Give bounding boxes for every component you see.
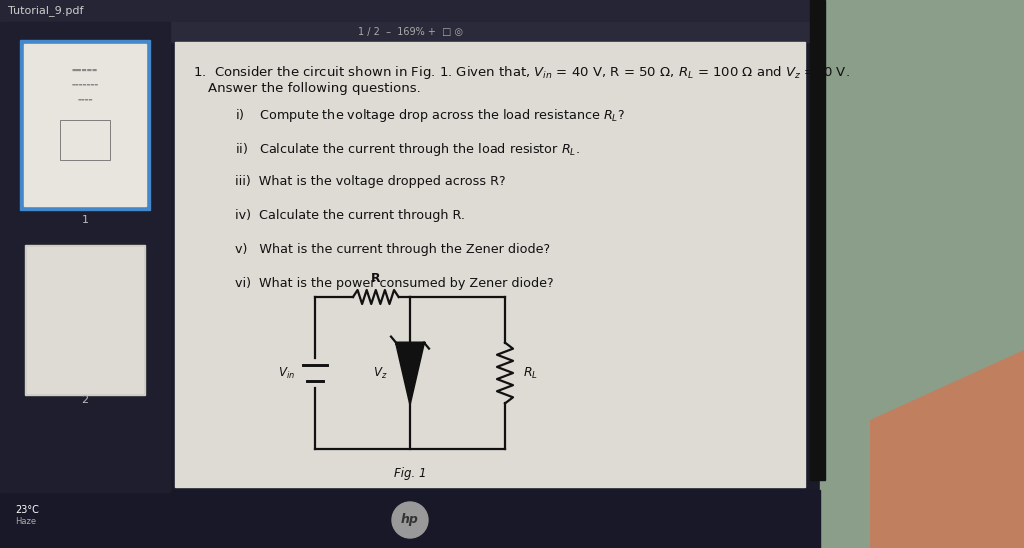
Polygon shape	[396, 342, 424, 403]
Text: 1.  Consider the circuit shown in Fig. 1. Given that, $V_{in}$ = 40 V, R = 50 Ω,: 1. Consider the circuit shown in Fig. 1.…	[193, 64, 850, 81]
Text: 1 / 2  –  169% +  □ ◎: 1 / 2 – 169% + □ ◎	[357, 27, 463, 37]
Text: $V_{in}$: $V_{in}$	[278, 366, 295, 380]
Bar	[0, 490, 820, 548]
Text: Haze: Haze	[15, 517, 36, 527]
Bar	[0, 22, 170, 492]
Text: Answer the following questions.: Answer the following questions.	[208, 82, 421, 95]
Text: iv)  Calculate the current through R.: iv) Calculate the current through R.	[234, 209, 465, 222]
Text: $R_L$: $R_L$	[523, 366, 538, 380]
Bar	[24, 44, 146, 206]
Polygon shape	[870, 350, 1024, 548]
Circle shape	[392, 502, 428, 538]
Bar	[27, 247, 143, 393]
Bar	[175, 42, 805, 487]
Text: R: R	[371, 272, 381, 286]
Text: iii)  What is the voltage dropped across R?: iii) What is the voltage dropped across …	[234, 175, 506, 188]
Text: $V_z$: $V_z$	[374, 366, 388, 380]
Text: v)   What is the current through the Zener diode?: v) What is the current through the Zener…	[234, 243, 550, 256]
Bar	[20, 40, 150, 210]
Bar	[820, 0, 1024, 548]
Text: Tutorial_9.pdf: Tutorial_9.pdf	[8, 5, 84, 16]
Text: 1: 1	[82, 215, 88, 225]
Text: ii)   Calculate the current through the load resistor $R_L$.: ii) Calculate the current through the lo…	[234, 141, 580, 158]
Text: ▬▬▬▬: ▬▬▬▬	[77, 98, 93, 102]
Bar	[0, 0, 820, 22]
Text: i)    Compute the voltage drop across the load resistance $R_L$?: i) Compute the voltage drop across the l…	[234, 107, 625, 124]
Bar	[810, 0, 825, 480]
Text: vi)  What is the power consumed by Zener diode?: vi) What is the power consumed by Zener …	[234, 277, 554, 290]
Text: hp: hp	[401, 513, 419, 527]
Bar	[25, 245, 145, 395]
Text: 23°C: 23°C	[15, 505, 39, 515]
Text: ▬▬▬▬▬: ▬▬▬▬▬	[72, 67, 98, 72]
Bar	[0, 22, 820, 42]
Text: ▬▬▬▬▬▬▬: ▬▬▬▬▬▬▬	[72, 83, 98, 87]
Text: Fig. 1: Fig. 1	[394, 467, 426, 480]
Text: 2: 2	[82, 395, 88, 405]
Bar	[60, 120, 110, 160]
